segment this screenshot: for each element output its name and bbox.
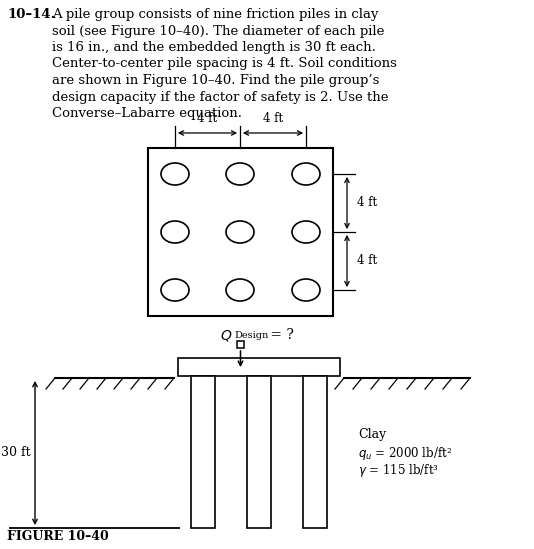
Ellipse shape xyxy=(226,163,254,185)
Text: $\gamma$ = 115 lb/ft³: $\gamma$ = 115 lb/ft³ xyxy=(358,462,439,479)
Text: $q_u$ = 2000 lb/ft²: $q_u$ = 2000 lb/ft² xyxy=(358,445,452,462)
Text: = ?: = ? xyxy=(266,328,294,342)
Bar xyxy=(191,376,215,528)
Text: Clay: Clay xyxy=(358,428,386,441)
Text: 4 ft: 4 ft xyxy=(357,255,377,267)
Ellipse shape xyxy=(292,279,320,301)
Text: are shown in Figure 10–40. Find the pile group’s: are shown in Figure 10–40. Find the pile… xyxy=(52,74,379,87)
Ellipse shape xyxy=(226,221,254,243)
Text: 4 ft: 4 ft xyxy=(198,112,217,125)
Text: is 16 in., and the embedded length is 30 ft each.: is 16 in., and the embedded length is 30… xyxy=(52,41,376,54)
Text: $\mathit{Q}$: $\mathit{Q}$ xyxy=(220,328,232,343)
Text: design capacity if the factor of safety is 2. Use the: design capacity if the factor of safety … xyxy=(52,91,389,104)
Bar xyxy=(303,376,327,528)
Text: Center-to-center pile spacing is 4 ft. Soil conditions: Center-to-center pile spacing is 4 ft. S… xyxy=(52,58,397,70)
Text: 4 ft: 4 ft xyxy=(263,112,283,125)
Text: FIGURE 10–40: FIGURE 10–40 xyxy=(7,530,109,543)
Text: soil (see Figure 10–40). The diameter of each pile: soil (see Figure 10–40). The diameter of… xyxy=(52,25,384,37)
Bar xyxy=(178,358,340,376)
Ellipse shape xyxy=(161,221,189,243)
Text: 10–14.: 10–14. xyxy=(7,8,56,21)
Ellipse shape xyxy=(226,279,254,301)
Ellipse shape xyxy=(292,163,320,185)
Ellipse shape xyxy=(161,163,189,185)
Text: A pile group consists of nine friction piles in clay: A pile group consists of nine friction p… xyxy=(52,8,379,21)
Bar xyxy=(247,376,271,528)
Bar xyxy=(237,341,244,348)
Ellipse shape xyxy=(161,279,189,301)
Text: Converse–Labarre equation.: Converse–Labarre equation. xyxy=(52,107,242,120)
Text: 30 ft: 30 ft xyxy=(2,446,31,460)
Text: 4 ft: 4 ft xyxy=(357,197,377,210)
Bar xyxy=(148,148,333,316)
Ellipse shape xyxy=(292,221,320,243)
Text: Design: Design xyxy=(234,331,269,340)
